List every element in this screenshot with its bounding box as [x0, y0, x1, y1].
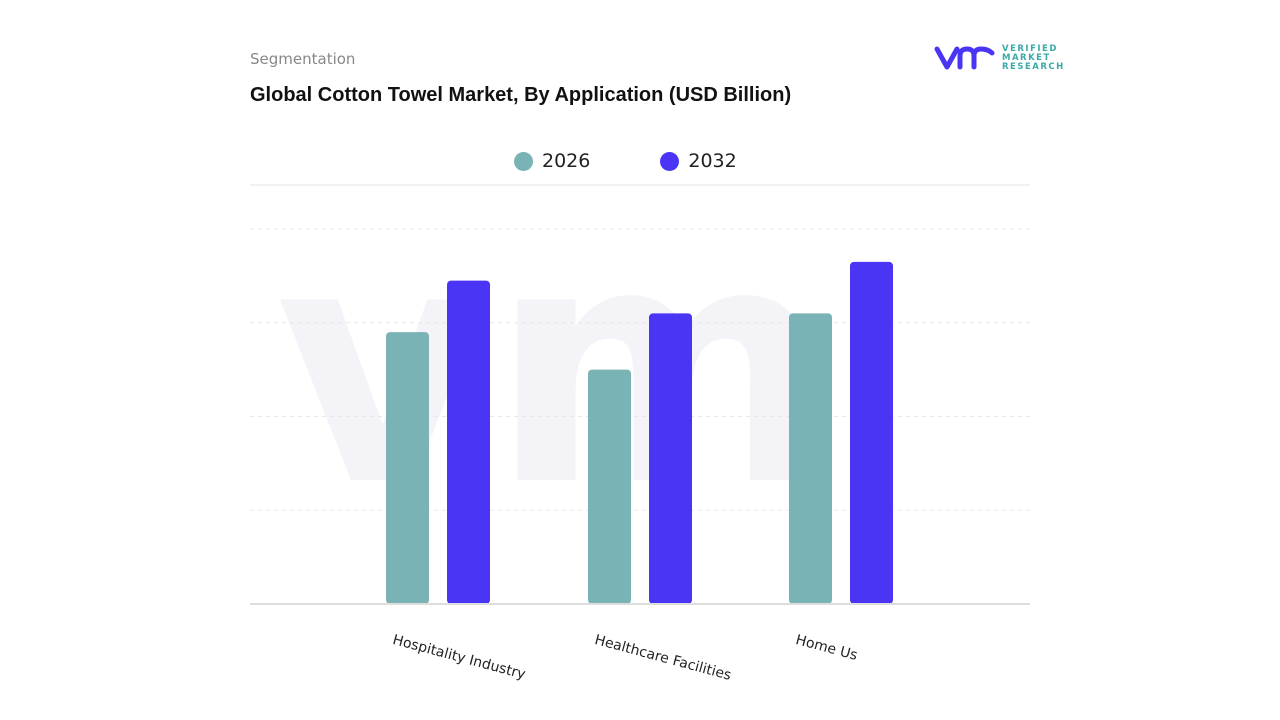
bar-2032: [447, 280, 490, 604]
logo-text: MARKET: [1002, 52, 1051, 63]
legend-swatch: [514, 151, 533, 171]
bar-2026: [588, 369, 631, 604]
legend-item-2032: 2032: [660, 150, 737, 172]
legend-item-2026: 2026: [514, 150, 590, 172]
chart-title: Global Cotton Towel Market, By Applicati…: [250, 84, 792, 106]
logo-text: RESEARCH: [1002, 61, 1065, 72]
bar-2026: [789, 313, 832, 604]
bar-2026: [386, 332, 429, 604]
logo: VERIFIED MARKET RESEARCH: [934, 44, 1065, 72]
bar-2032: [649, 313, 692, 604]
legend-swatch: [660, 151, 680, 171]
logo-text: VERIFIED: [1002, 43, 1058, 54]
segment-label: Segmentation: [250, 50, 356, 68]
legend-label: 2032: [688, 150, 737, 172]
vmr-logo-icon: [934, 46, 995, 70]
legend: 2026 2032: [514, 150, 737, 172]
watermark-icon: vm: [275, 174, 834, 558]
bar-2032: [850, 261, 893, 604]
legend-label: 2026: [542, 150, 591, 172]
